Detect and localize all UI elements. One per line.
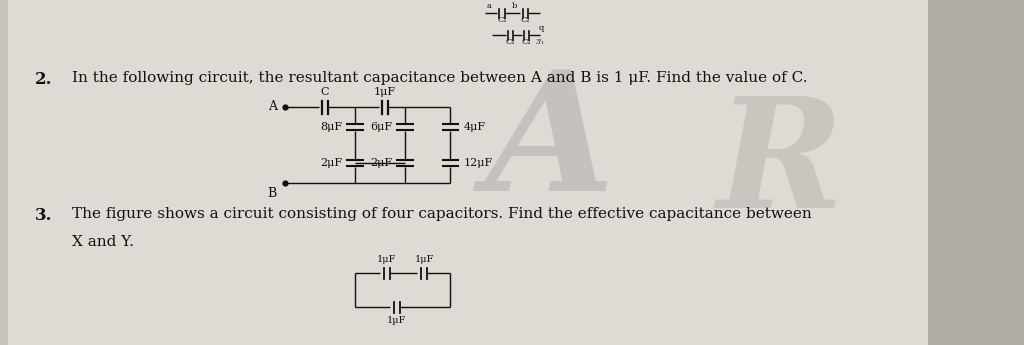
Text: B: B — [267, 187, 278, 200]
Text: R: R — [717, 90, 844, 239]
Text: 1μF: 1μF — [415, 255, 434, 264]
Text: a: a — [486, 2, 492, 10]
Text: A: A — [485, 64, 614, 226]
Text: 2μF: 2μF — [319, 158, 342, 168]
Text: b: b — [512, 2, 517, 10]
Text: A: A — [268, 100, 278, 114]
Text: C₂: C₂ — [521, 38, 531, 46]
Text: q: q — [539, 24, 544, 32]
Text: C₁: C₁ — [498, 16, 507, 24]
Text: 2μF: 2μF — [370, 158, 392, 168]
Text: 1μF: 1μF — [374, 87, 396, 97]
Text: C₂: C₂ — [520, 16, 529, 24]
Text: C: C — [321, 87, 330, 97]
Text: 6μF: 6μF — [370, 122, 392, 132]
Bar — [8, 0, 928, 345]
Text: 1µF: 1µF — [387, 316, 407, 325]
Text: 2.: 2. — [35, 71, 52, 88]
Bar — [928, 0, 1024, 345]
Text: The figure shows a circuit consisting of four capacitors. Find the effective cap: The figure shows a circuit consisting of… — [72, 207, 812, 221]
Text: 3'₁: 3'₁ — [536, 38, 545, 46]
Text: In the following circuit, the resultant capacitance between A and B is 1 μF. Fin: In the following circuit, the resultant … — [72, 71, 808, 85]
Text: 4μF: 4μF — [464, 122, 486, 132]
Text: 8μF: 8μF — [319, 122, 342, 132]
Text: 3.: 3. — [35, 207, 52, 224]
Text: C₁: C₁ — [506, 38, 515, 46]
Text: 12μF: 12μF — [464, 158, 494, 168]
Text: 1μF: 1μF — [377, 255, 396, 264]
Text: X and Y.: X and Y. — [72, 235, 134, 249]
